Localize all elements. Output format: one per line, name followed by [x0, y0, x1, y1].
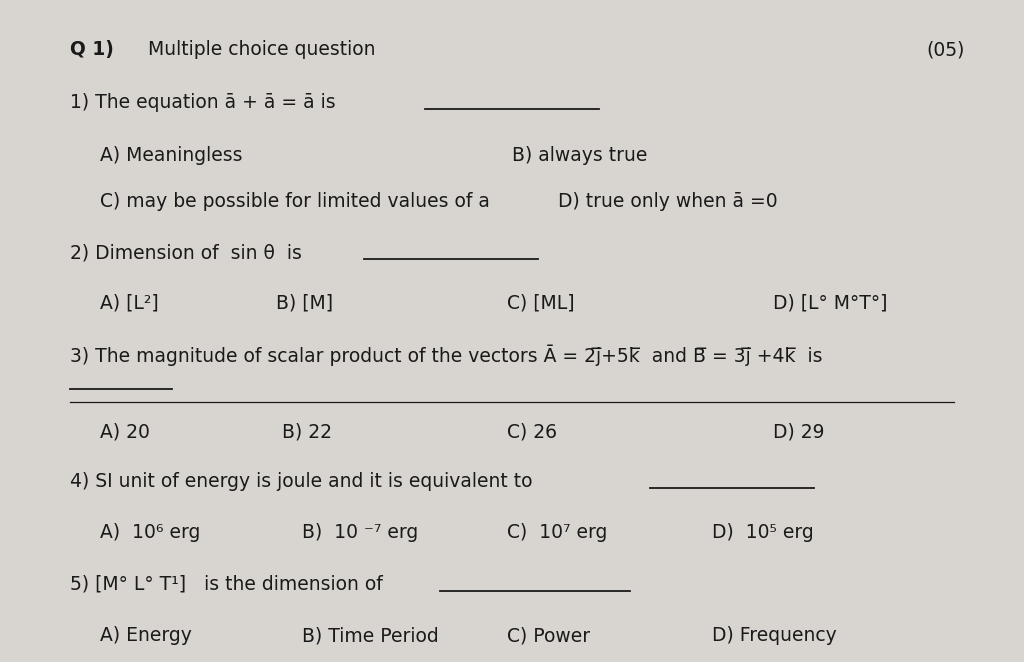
Text: Multiple choice question: Multiple choice question	[148, 40, 376, 59]
Text: A) [L²]: A) [L²]	[100, 294, 159, 312]
Text: 2) Dimension of  sin θ  is: 2) Dimension of sin θ is	[70, 244, 301, 262]
Text: B) always true: B) always true	[512, 146, 647, 165]
Text: C) [ML]: C) [ML]	[507, 294, 574, 312]
Text: C) may be possible for limited values of a: C) may be possible for limited values of…	[100, 193, 490, 211]
Text: D)  10⁵ erg: D) 10⁵ erg	[712, 523, 813, 542]
Text: B) 22: B) 22	[282, 422, 332, 441]
Text: 1) The equation ā + ā = ā is: 1) The equation ā + ā = ā is	[70, 93, 335, 112]
Text: C)  10⁷ erg: C) 10⁷ erg	[507, 523, 607, 542]
Text: A) Meaningless: A) Meaningless	[100, 146, 243, 165]
Text: A)  10⁶ erg: A) 10⁶ erg	[100, 523, 201, 542]
Text: (05): (05)	[927, 40, 965, 59]
Text: 3) The magnitude of scalar product of the vectors Ā = 2j̅+5k̅  and B̅ = 3j̅ +4k̅: 3) The magnitude of scalar product of th…	[70, 345, 822, 366]
Text: B) [M]: B) [M]	[276, 294, 334, 312]
Text: D) [L° M°T°]: D) [L° M°T°]	[773, 294, 888, 312]
Text: C) Power: C) Power	[507, 626, 590, 645]
Text: B) Time Period: B) Time Period	[302, 626, 439, 645]
Text: A) 20: A) 20	[100, 422, 151, 441]
Text: A) Energy: A) Energy	[100, 626, 193, 645]
Text: 4) SI unit of energy is joule and it is equivalent to: 4) SI unit of energy is joule and it is …	[70, 473, 532, 491]
Text: D) 29: D) 29	[773, 422, 824, 441]
Text: Q 1): Q 1)	[70, 40, 114, 59]
Text: C) 26: C) 26	[507, 422, 557, 441]
Text: D) Frequency: D) Frequency	[712, 626, 837, 645]
Text: D) true only when ā =0: D) true only when ā =0	[558, 193, 777, 211]
Text: B)  10 ⁻⁷ erg: B) 10 ⁻⁷ erg	[302, 523, 419, 542]
Text: 5) [M° L° T¹]   is the dimension of: 5) [M° L° T¹] is the dimension of	[70, 575, 382, 593]
